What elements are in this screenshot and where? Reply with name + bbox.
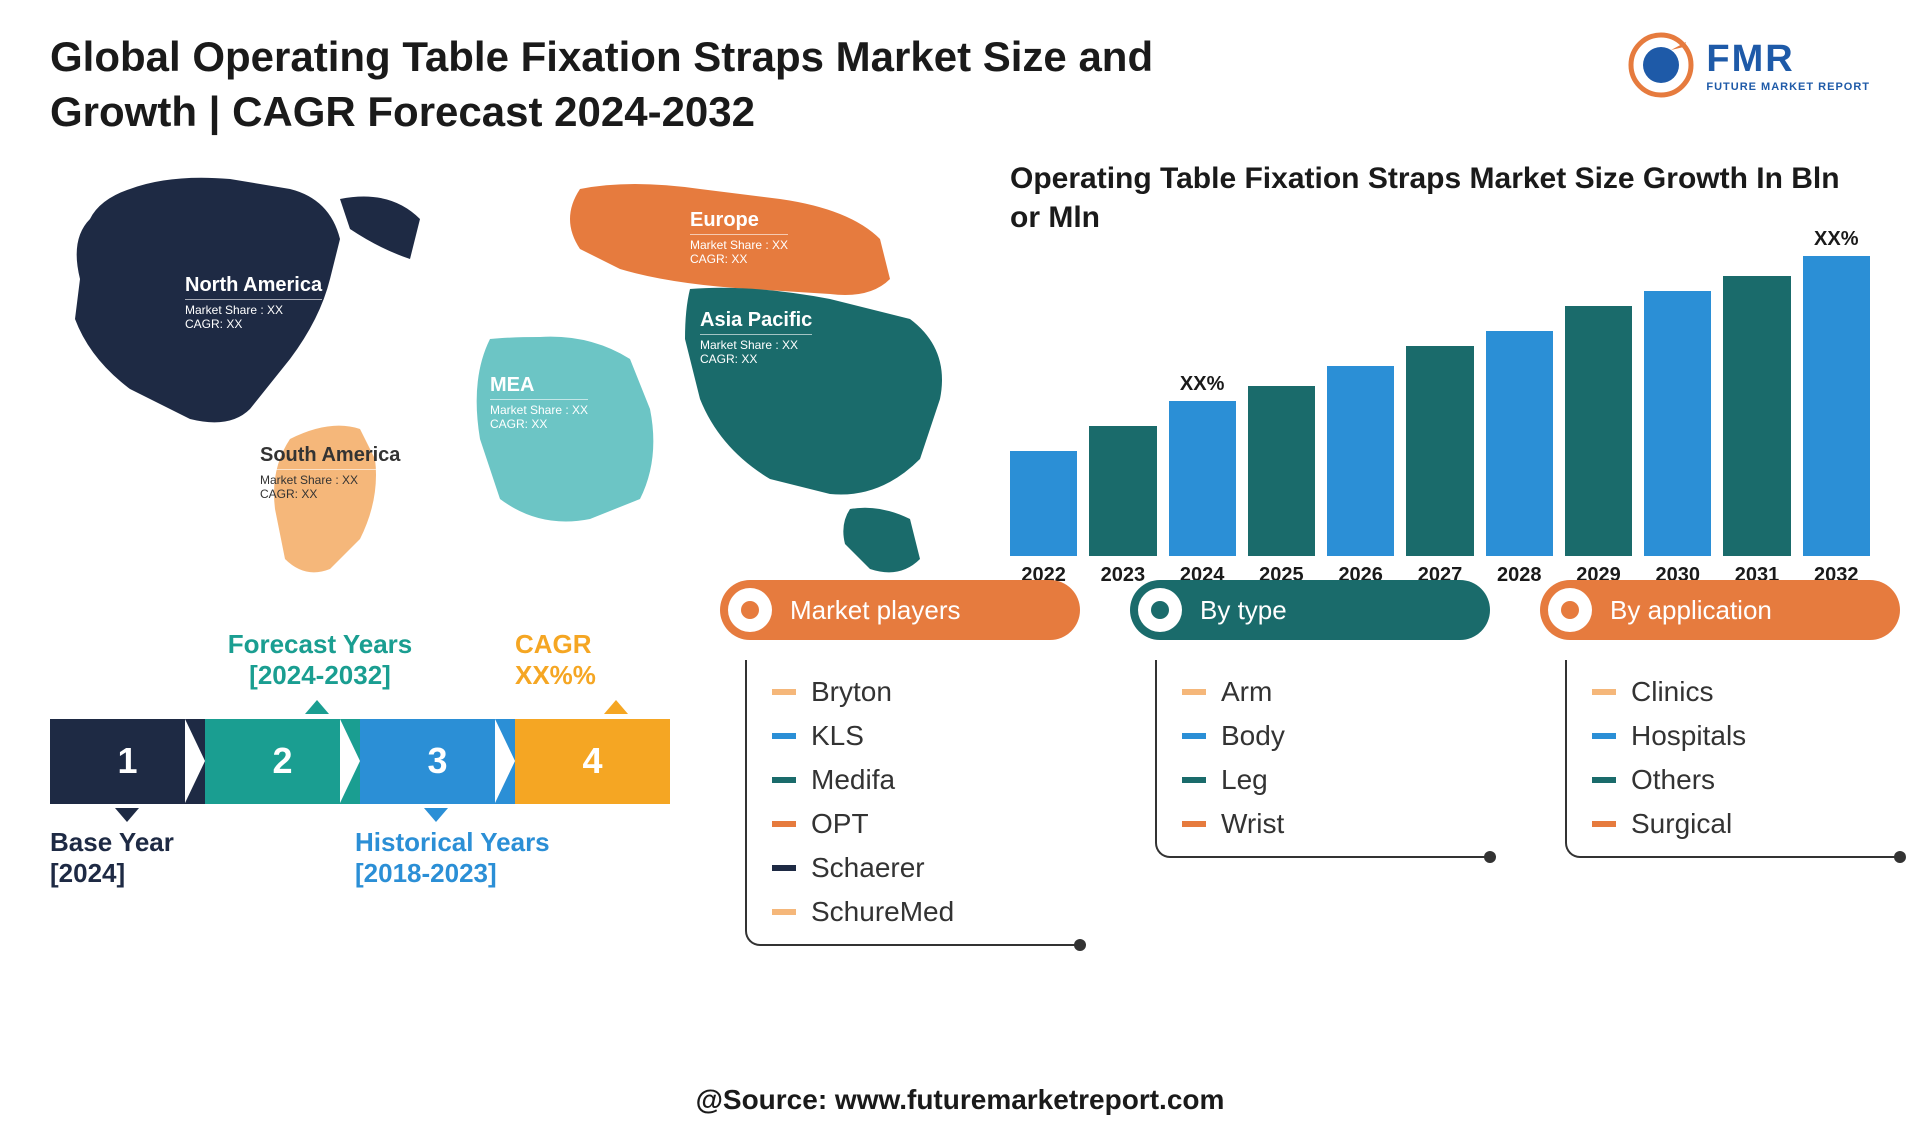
region-label-eur: EuropeMarket Share : XXCAGR: XX: [690, 209, 788, 266]
category-item: KLS: [772, 714, 1080, 758]
forecast-label: Forecast Years [2024-2032]: [215, 629, 425, 691]
hist-arrow-icon: [424, 808, 448, 822]
category-header: Market players: [720, 580, 1080, 640]
category-item: Medifa: [772, 758, 1080, 802]
category-list: BrytonKLSMedifaOPTSchaererSchureMed: [745, 660, 1080, 946]
category-item: Schaerer: [772, 846, 1080, 890]
base-arrow-icon: [115, 808, 139, 822]
page-title: Global Operating Table Fixation Straps M…: [50, 30, 1250, 139]
market-size-bar-chart: 20222023XX%20242025202620272028202920302…: [1010, 247, 1870, 587]
region-label-mea: MEAMarket Share : XXCAGR: XX: [490, 374, 588, 431]
category-item: Arm: [1182, 670, 1490, 714]
bar-2022: 2022: [1010, 451, 1077, 587]
historical-label: Historical Years [2018-2023]: [355, 827, 550, 889]
category-list: ClinicsHospitalsOthersSurgical: [1565, 660, 1900, 858]
base-year-label: Base Year [2024]: [50, 827, 205, 889]
category-item: OPT: [772, 802, 1080, 846]
category-item: Hospitals: [1592, 714, 1900, 758]
category-item: Body: [1182, 714, 1490, 758]
timeline-seg-2: 2: [205, 719, 360, 804]
fmr-logo: FMR FUTURE MARKET REPORT: [1626, 30, 1870, 100]
bar-2028: 2028: [1486, 331, 1553, 587]
category-column-1: By type ArmBodyLegWrist: [1130, 580, 1490, 946]
bar-chart-title: Operating Table Fixation Straps Market S…: [1010, 159, 1870, 237]
logo-text-main: FMR: [1706, 38, 1870, 81]
category-header: By type: [1130, 580, 1490, 640]
cagr-arrow-icon: [604, 700, 628, 714]
region-label-sa: South AmericaMarket Share : XXCAGR: XX: [260, 444, 400, 501]
category-header: By application: [1540, 580, 1900, 640]
timeline-seg-4: 4: [515, 719, 670, 804]
cagr-label: CAGR XX%%: [515, 629, 596, 691]
category-column-2: By application ClinicsHospitalsOthersSur…: [1540, 580, 1900, 946]
bar-2031: 2031: [1723, 276, 1790, 587]
forecast-arrow-icon: [305, 700, 329, 714]
region-label-apac: Asia PacificMarket Share : XXCAGR: XX: [700, 309, 812, 366]
bar-2030: 2030: [1644, 291, 1711, 587]
timeline-seg-3: 3: [360, 719, 515, 804]
region-label-na: North AmericaMarket Share : XXCAGR: XX: [185, 274, 322, 331]
category-list: ArmBodyLegWrist: [1155, 660, 1490, 858]
logo-text-sub: FUTURE MARKET REPORT: [1706, 81, 1870, 93]
category-item: Others: [1592, 758, 1900, 802]
logo-globe-icon: [1626, 30, 1696, 100]
category-dot-icon: [1138, 588, 1182, 632]
source-attribution: @Source: www.futuremarketreport.com: [696, 1084, 1225, 1116]
timeline-section: Forecast Years [2024-2032] CAGR XX%% 1 2…: [50, 629, 670, 889]
category-item: SchureMed: [772, 890, 1080, 934]
category-item: Leg: [1182, 758, 1490, 802]
category-column-0: Market players BrytonKLSMedifaOPTSchaere…: [720, 580, 1080, 946]
category-dot-icon: [1548, 588, 1592, 632]
timeline-bar: 1 2 3 4: [50, 719, 670, 804]
bar-2025: 2025: [1248, 386, 1315, 587]
category-item: Wrist: [1182, 802, 1490, 846]
timeline-seg-1: 1: [50, 719, 205, 804]
bar-2032: XX%2032: [1803, 256, 1870, 587]
bar-2024: XX%2024: [1169, 401, 1236, 587]
category-item: Surgical: [1592, 802, 1900, 846]
category-dot-icon: [728, 588, 772, 632]
bar-2026: 2026: [1327, 366, 1394, 587]
category-item: Clinics: [1592, 670, 1900, 714]
world-map: North AmericaMarket Share : XXCAGR: XX So…: [50, 159, 980, 589]
bar-2023: 2023: [1089, 426, 1156, 587]
bar-2027: 2027: [1406, 346, 1473, 587]
category-item: Bryton: [772, 670, 1080, 714]
bar-2029: 2029: [1565, 306, 1632, 587]
